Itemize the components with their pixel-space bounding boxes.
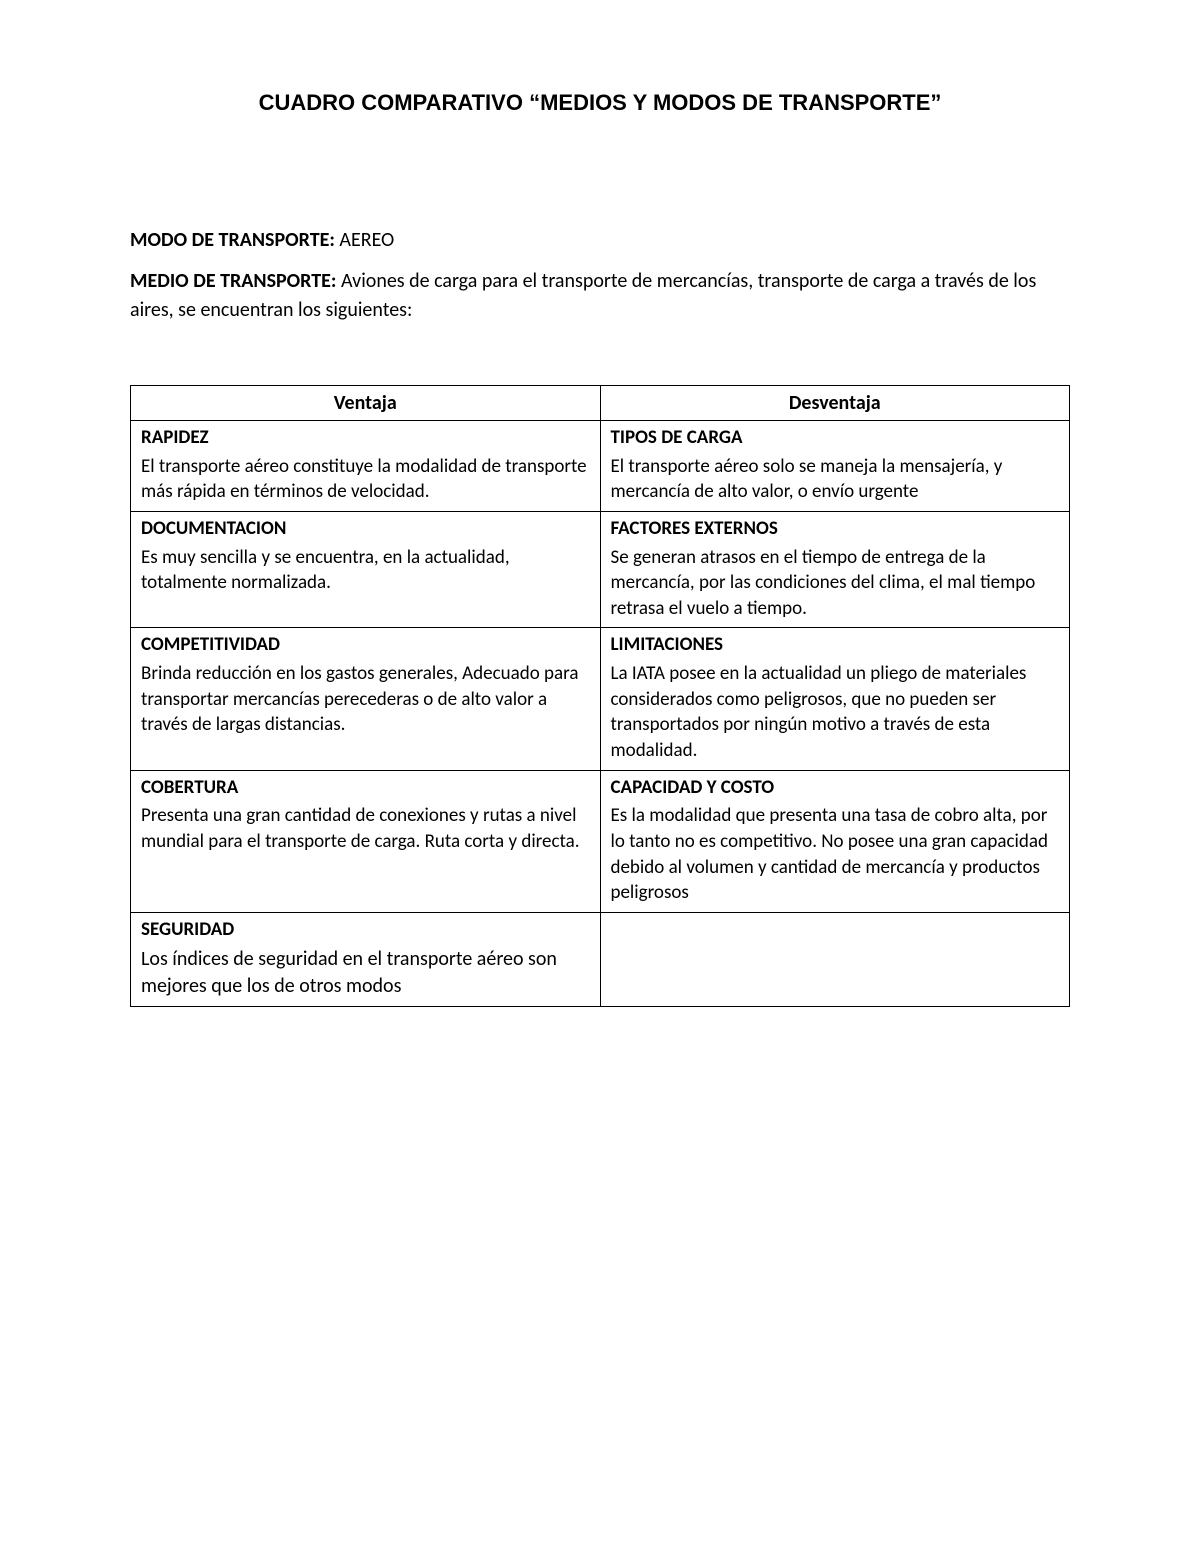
ventaja-title: RAPIDEZ	[141, 425, 590, 451]
ventaja-cell: RAPIDEZ El transporte aéreo constituye l…	[131, 421, 601, 512]
desventaja-title: LIMITACIONES	[611, 632, 1060, 658]
medio-line: MEDIO DE TRANSPORTE: Aviones de carga pa…	[130, 267, 1070, 325]
page-title: CUADRO COMPARATIVO “MEDIOS Y MODOS DE TR…	[130, 90, 1070, 116]
table-row: COMPETITIVIDAD Brinda reducción en los g…	[131, 628, 1070, 770]
ventaja-title: COBERTURA	[141, 775, 590, 801]
desventaja-cell: FACTORES EXTERNOS Se generan atrasos en …	[600, 511, 1070, 628]
ventaja-body: Los índices de seguridad en el transport…	[141, 946, 590, 1000]
table-row: DOCUMENTACION Es muy sencilla y se encue…	[131, 511, 1070, 628]
modo-value: AEREO	[335, 228, 394, 252]
table-row: COBERTURA Presenta una gran cantidad de …	[131, 770, 1070, 912]
ventaja-title: COMPETITIVIDAD	[141, 632, 590, 658]
ventaja-title: SEGURIDAD	[141, 917, 590, 943]
table-row: SEGURIDAD Los índices de seguridad en el…	[131, 912, 1070, 1006]
ventaja-body: Presenta una gran cantidad de conexiones…	[141, 803, 590, 854]
modo-line: MODO DE TRANSPORTE: AEREO	[130, 226, 1070, 255]
desventaja-body: Se generan atrasos en el tiempo de entre…	[611, 545, 1060, 622]
desventaja-title: TIPOS DE CARGA	[611, 425, 1060, 451]
col-ventaja: Ventaja	[131, 386, 601, 421]
desventaja-cell: CAPACIDAD Y COSTO Es la modalidad que pr…	[600, 770, 1070, 912]
desventaja-title: FACTORES EXTERNOS	[611, 516, 1060, 542]
ventaja-body: Brinda reducción en los gastos generales…	[141, 661, 590, 738]
desventaja-body: La IATA posee en la actualidad un pliego…	[611, 661, 1060, 764]
ventaja-title: DOCUMENTACION	[141, 516, 590, 542]
table-row: RAPIDEZ El transporte aéreo constituye l…	[131, 421, 1070, 512]
desventaja-title: CAPACIDAD Y COSTO	[611, 775, 1060, 801]
desventaja-body: El transporte aéreo solo se maneja la me…	[611, 454, 1060, 505]
comparison-table: Ventaja Desventaja RAPIDEZ El transporte…	[130, 385, 1070, 1007]
desventaja-cell: TIPOS DE CARGA El transporte aéreo solo …	[600, 421, 1070, 512]
ventaja-body: Es muy sencilla y se encuentra, en la ac…	[141, 545, 590, 596]
ventaja-body: El transporte aéreo constituye la modali…	[141, 454, 590, 505]
col-desventaja: Desventaja	[600, 386, 1070, 421]
ventaja-cell: SEGURIDAD Los índices de seguridad en el…	[131, 912, 601, 1006]
desventaja-body: Es la modalidad que presenta una tasa de…	[611, 803, 1060, 906]
spacer	[130, 337, 1070, 385]
ventaja-cell: DOCUMENTACION Es muy sencilla y se encue…	[131, 511, 601, 628]
medio-label: MEDIO DE TRANSPORTE:	[130, 269, 336, 293]
table-header-row: Ventaja Desventaja	[131, 386, 1070, 421]
ventaja-cell: COMPETITIVIDAD Brinda reducción en los g…	[131, 628, 601, 770]
desventaja-cell	[600, 912, 1070, 1006]
desventaja-cell: LIMITACIONES La IATA posee en la actuali…	[600, 628, 1070, 770]
ventaja-cell: COBERTURA Presenta una gran cantidad de …	[131, 770, 601, 912]
modo-label: MODO DE TRANSPORTE:	[130, 228, 335, 252]
